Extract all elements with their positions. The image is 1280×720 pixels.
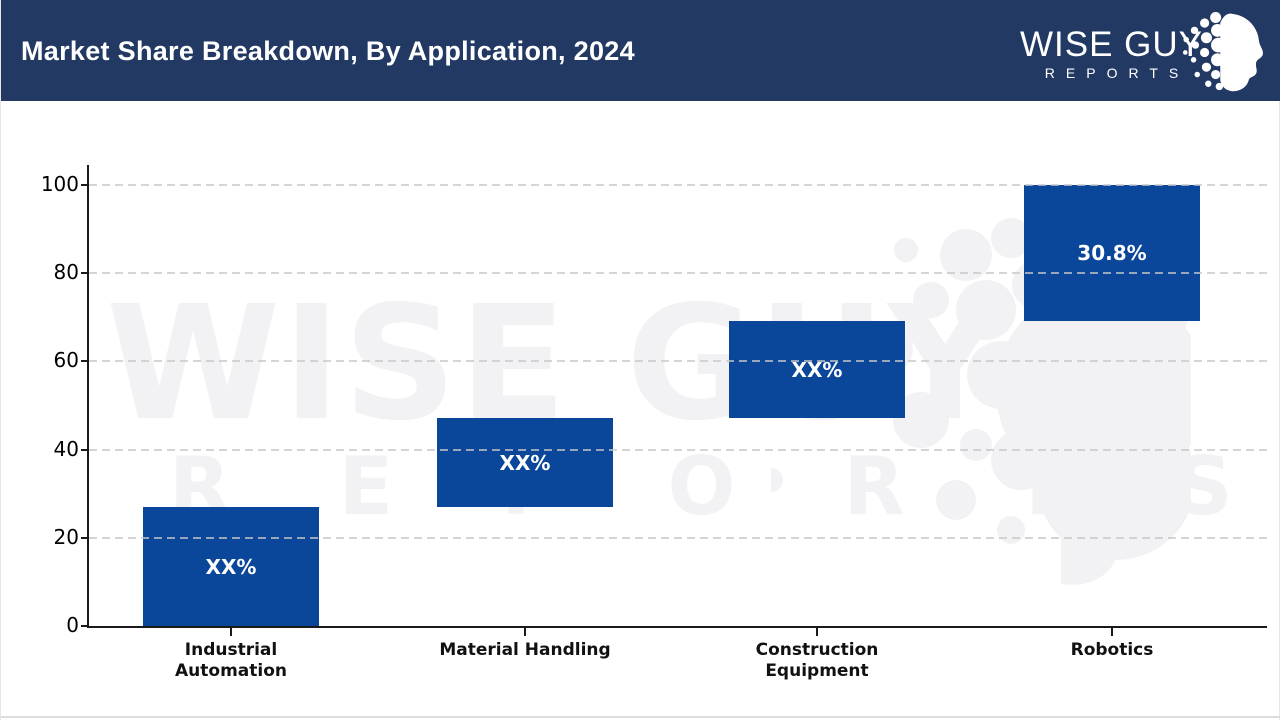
bar-value-label: 30.8% [1077,241,1147,265]
logo-wiseguy-label: WISE GUY [1019,25,1204,64]
category-label-line: Equipment [765,661,869,681]
bar-material-handling: XX% [437,418,613,507]
page-title: Market Share Breakdown, By Application, … [21,36,635,66]
gridline-y-40 [89,449,1267,451]
gridline-y-100 [89,184,1267,186]
x-axis-line [87,626,1267,628]
wiseguy-head-icon [1182,11,1263,92]
category-label-line: Construction [755,640,879,660]
x-axis-tick [1111,628,1113,636]
y-tick-label: 40 [53,437,79,461]
gridline-y-60 [89,360,1267,362]
bar-construction-equipment: XX% [729,321,905,418]
x-axis-tick [816,628,818,636]
gridline-y-80 [89,272,1267,274]
y-axis-tick [81,360,89,362]
y-axis-tick [81,449,89,451]
gridline-y-20 [89,537,1267,539]
y-axis-tick [81,184,89,186]
y-tick-label: 60 [53,348,79,372]
header-bar: Market Share Breakdown, By Application, … [1,0,1280,101]
x-axis-tick [230,628,232,636]
y-tick-label: 80 [53,260,79,284]
bar-industrial-automation: XX% [143,507,319,626]
category-label-line: Material Handling [439,640,611,660]
bar-value-label: XX% [499,450,551,475]
y-tick-label: 20 [53,525,79,549]
category-label-industrial-automation: Industrial Automation [111,640,351,682]
y-axis-tick [81,625,89,627]
bar-value-label: XX% [205,554,257,579]
y-axis-tick [81,537,89,539]
y-tick-label: 0 [66,613,79,637]
category-label-line: Industrial [184,640,278,660]
logo-reports-label: REPORTS [1044,65,1190,81]
y-tick-label: 100 [40,172,79,196]
category-label-line: Automation [175,661,287,681]
category-label-line: Robotics [1070,640,1154,660]
y-axis-tick [81,272,89,274]
category-label-construction-equipment: Construction Equipment [697,640,937,682]
y-axis-line [87,165,89,628]
bar-robotics: 30.8% [1024,185,1200,321]
bottom-divider [1,716,1280,718]
wiseguy-logo-text: WISE GUY REPORTS [1019,26,1204,82]
x-axis-tick [524,628,526,636]
wiseguy-logo: WISE GUY REPORTS [1019,6,1269,96]
category-label-material-handling: Material Handling [405,640,645,661]
category-label-robotics: Robotics [992,640,1232,661]
